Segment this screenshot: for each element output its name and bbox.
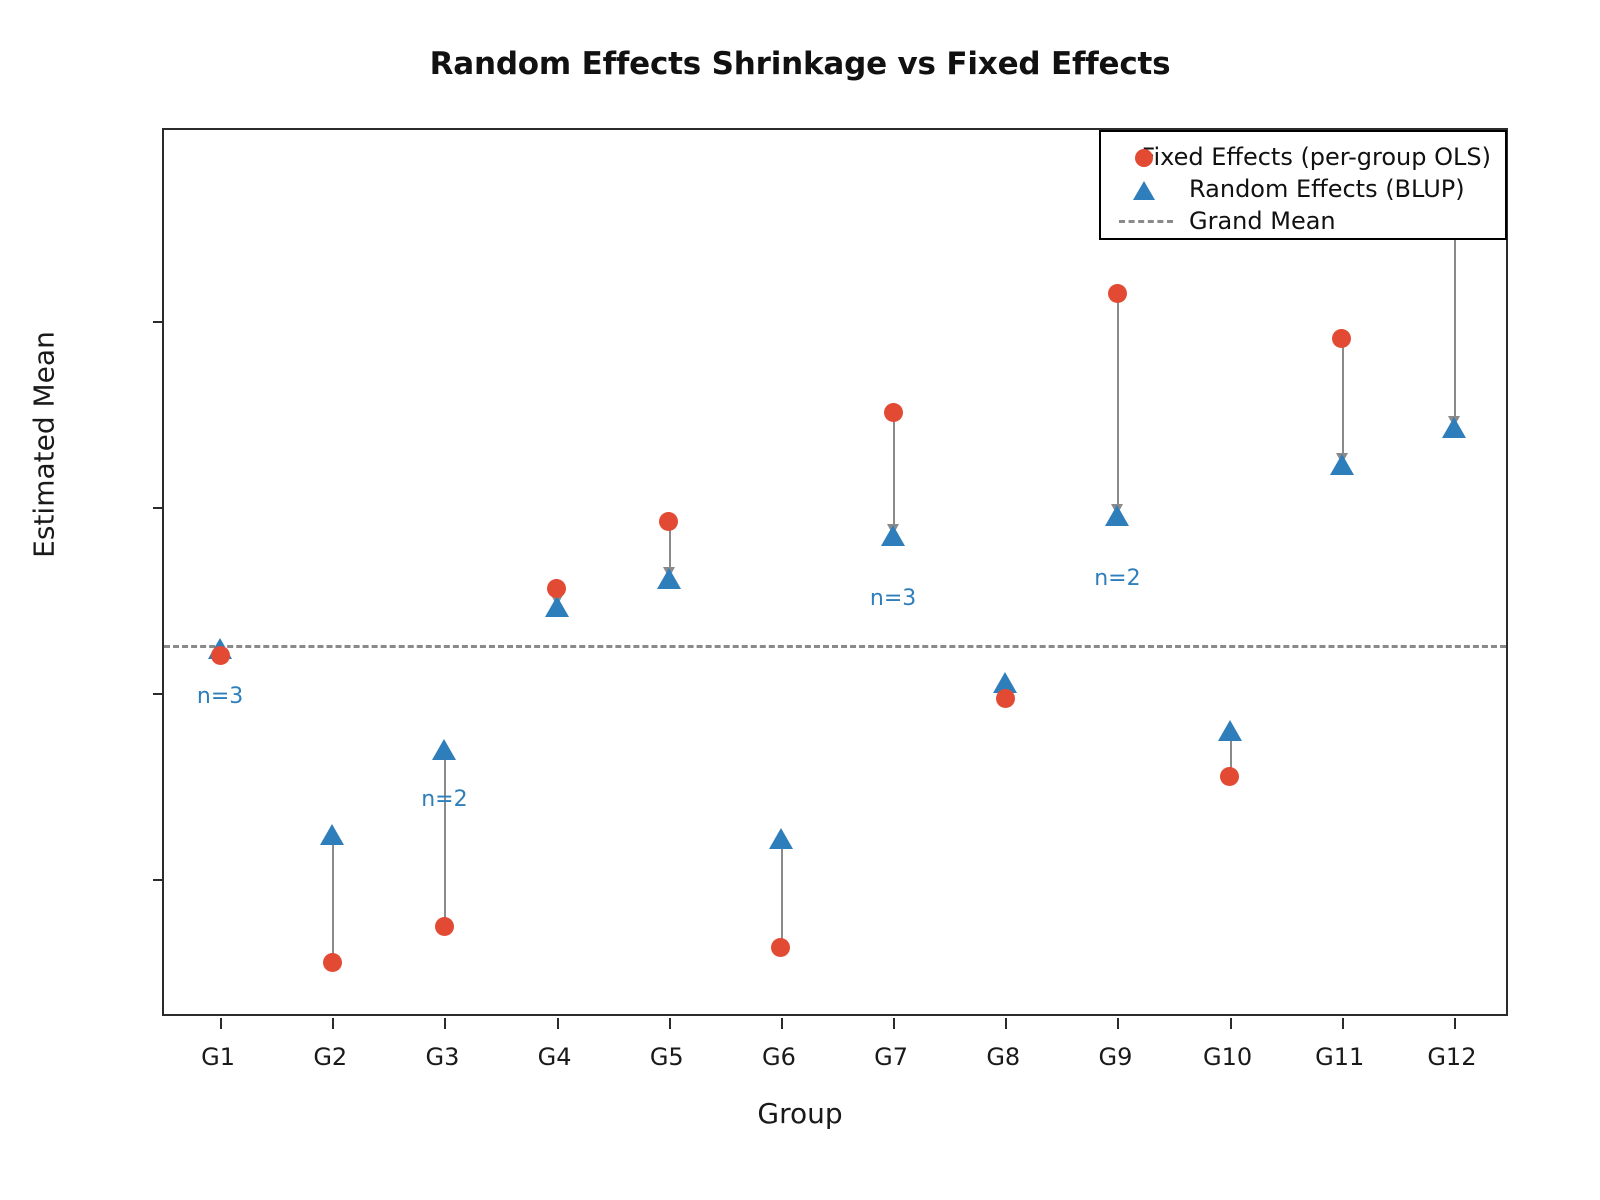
shrinkage-connector: [444, 748, 447, 927]
x-tick-label: G5: [649, 1043, 684, 1071]
group-size-annotation: n=2: [421, 786, 468, 812]
y-tick-mark: [153, 321, 164, 324]
random-effect-marker[interactable]: [881, 524, 906, 546]
dashed-line-icon: [1115, 205, 1189, 237]
random-effect-marker[interactable]: [1105, 504, 1130, 526]
x-tick-mark: [220, 1018, 223, 1029]
legend-label: Grand Mean: [1189, 207, 1336, 235]
x-tick-mark: [1229, 1018, 1232, 1029]
triangle-marker-icon: [1115, 173, 1189, 205]
legend-item-fixed-effects[interactable]: Fixed Effects (per-group OLS): [1115, 141, 1491, 173]
fixed-effect-marker[interactable]: [771, 937, 791, 957]
random-effect-marker[interactable]: [656, 567, 681, 589]
page-title: Random Effects Shrinkage vs Fixed Effect…: [429, 46, 1171, 82]
x-tick-label: G11: [1315, 1043, 1365, 1071]
x-tick-label: G1: [201, 1043, 236, 1071]
x-tick-mark: [1117, 1018, 1120, 1029]
random-effect-marker[interactable]: [1441, 417, 1466, 439]
x-tick-mark: [893, 1018, 896, 1029]
x-tick-mark: [444, 1018, 447, 1029]
y-axis-label: Estimated Mean: [27, 331, 61, 558]
fixed-effect-marker[interactable]: [434, 917, 454, 937]
shrinkage-connector: [1117, 293, 1120, 515]
random-effect-marker[interactable]: [320, 824, 345, 846]
x-tick-mark: [1341, 1018, 1344, 1029]
random-effect-marker[interactable]: [1329, 454, 1354, 476]
x-tick-label: G10: [1203, 1043, 1253, 1071]
x-tick-label: G4: [537, 1043, 572, 1071]
shrinkage-connector: [1341, 338, 1344, 465]
fixed-effect-marker[interactable]: [659, 512, 679, 532]
shrinkage-connector: [780, 837, 783, 948]
shrinkage-connector: [893, 412, 896, 535]
shrinkage-connector: [1453, 163, 1456, 428]
random-effect-marker[interactable]: [432, 738, 457, 760]
x-tick-label: G2: [313, 1043, 348, 1071]
fixed-effect-marker[interactable]: [995, 688, 1015, 708]
x-tick-mark: [668, 1018, 671, 1029]
x-tick-mark: [556, 1018, 559, 1029]
fixed-effect-marker[interactable]: [210, 646, 230, 666]
random-effect-marker[interactable]: [544, 595, 569, 617]
legend-item-random-effects[interactable]: Random Effects (BLUP): [1115, 173, 1491, 205]
shrinkage-connector: [332, 834, 335, 963]
random-effect-marker[interactable]: [1217, 720, 1242, 742]
fixed-effect-marker[interactable]: [1107, 283, 1127, 303]
y-tick-mark: [153, 507, 164, 510]
fixed-effect-marker[interactable]: [547, 579, 567, 599]
legend-label: Fixed Effects (per-group OLS): [1141, 143, 1491, 171]
x-tick-label: G12: [1427, 1043, 1477, 1071]
x-tick-label: G9: [1098, 1043, 1133, 1071]
group-size-annotation: n=3: [869, 586, 917, 611]
x-tick-label: G8: [986, 1043, 1021, 1071]
fixed-effect-marker[interactable]: [883, 402, 903, 422]
x-tick-label: G3: [425, 1043, 460, 1071]
shrinkage-connector: [1229, 730, 1232, 777]
group-size-annotation: n=2: [1094, 565, 1141, 591]
shrinkage-connector: [668, 521, 671, 578]
group-size-annotation: n=3: [196, 684, 244, 710]
random-effect-marker[interactable]: [993, 671, 1018, 693]
fixed-effect-marker[interactable]: [322, 952, 342, 972]
plot-area: n=3 n=2 n=3 n=2: [153, 128, 1508, 1029]
x-axis-label: Group: [757, 1097, 843, 1130]
y-tick-mark: [153, 878, 164, 881]
legend-item-grand-mean[interactable]: Grand Mean: [1115, 205, 1491, 237]
x-tick-label: G6: [761, 1043, 796, 1071]
legend: Fixed Effects (per-group OLS) Random Eff…: [1099, 130, 1507, 240]
random-effect-marker[interactable]: [768, 827, 793, 849]
x-tick-mark: [1453, 1018, 1456, 1029]
legend-label: Random Effects (BLUP): [1189, 175, 1465, 203]
x-tick-mark: [332, 1018, 335, 1029]
circle-marker-icon: [1115, 141, 1153, 173]
y-tick-mark: [153, 692, 164, 695]
fixed-effect-marker[interactable]: [1332, 328, 1352, 348]
grand-mean-line: [164, 644, 1506, 648]
x-tick-mark: [1005, 1018, 1008, 1029]
x-tick-label: G7: [874, 1043, 909, 1071]
x-tick-mark: [780, 1018, 783, 1029]
fixed-effect-marker[interactable]: [1220, 766, 1240, 786]
